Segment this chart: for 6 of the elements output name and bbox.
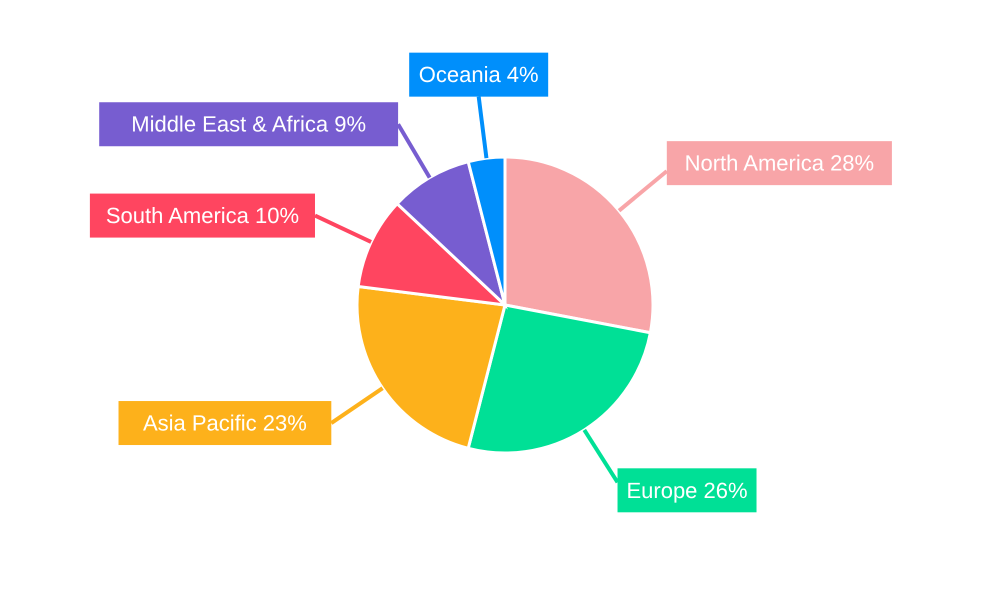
slice-label: North America 28% <box>684 150 874 176</box>
slice-label: Oceania 4% <box>418 62 539 88</box>
slice-label: Europe 26% <box>626 478 748 503</box>
slice-label: Middle East & Africa 9% <box>131 112 366 137</box>
slice-label: Asia Pacific 23% <box>142 410 307 436</box>
slice-label: South America 10% <box>106 203 300 228</box>
